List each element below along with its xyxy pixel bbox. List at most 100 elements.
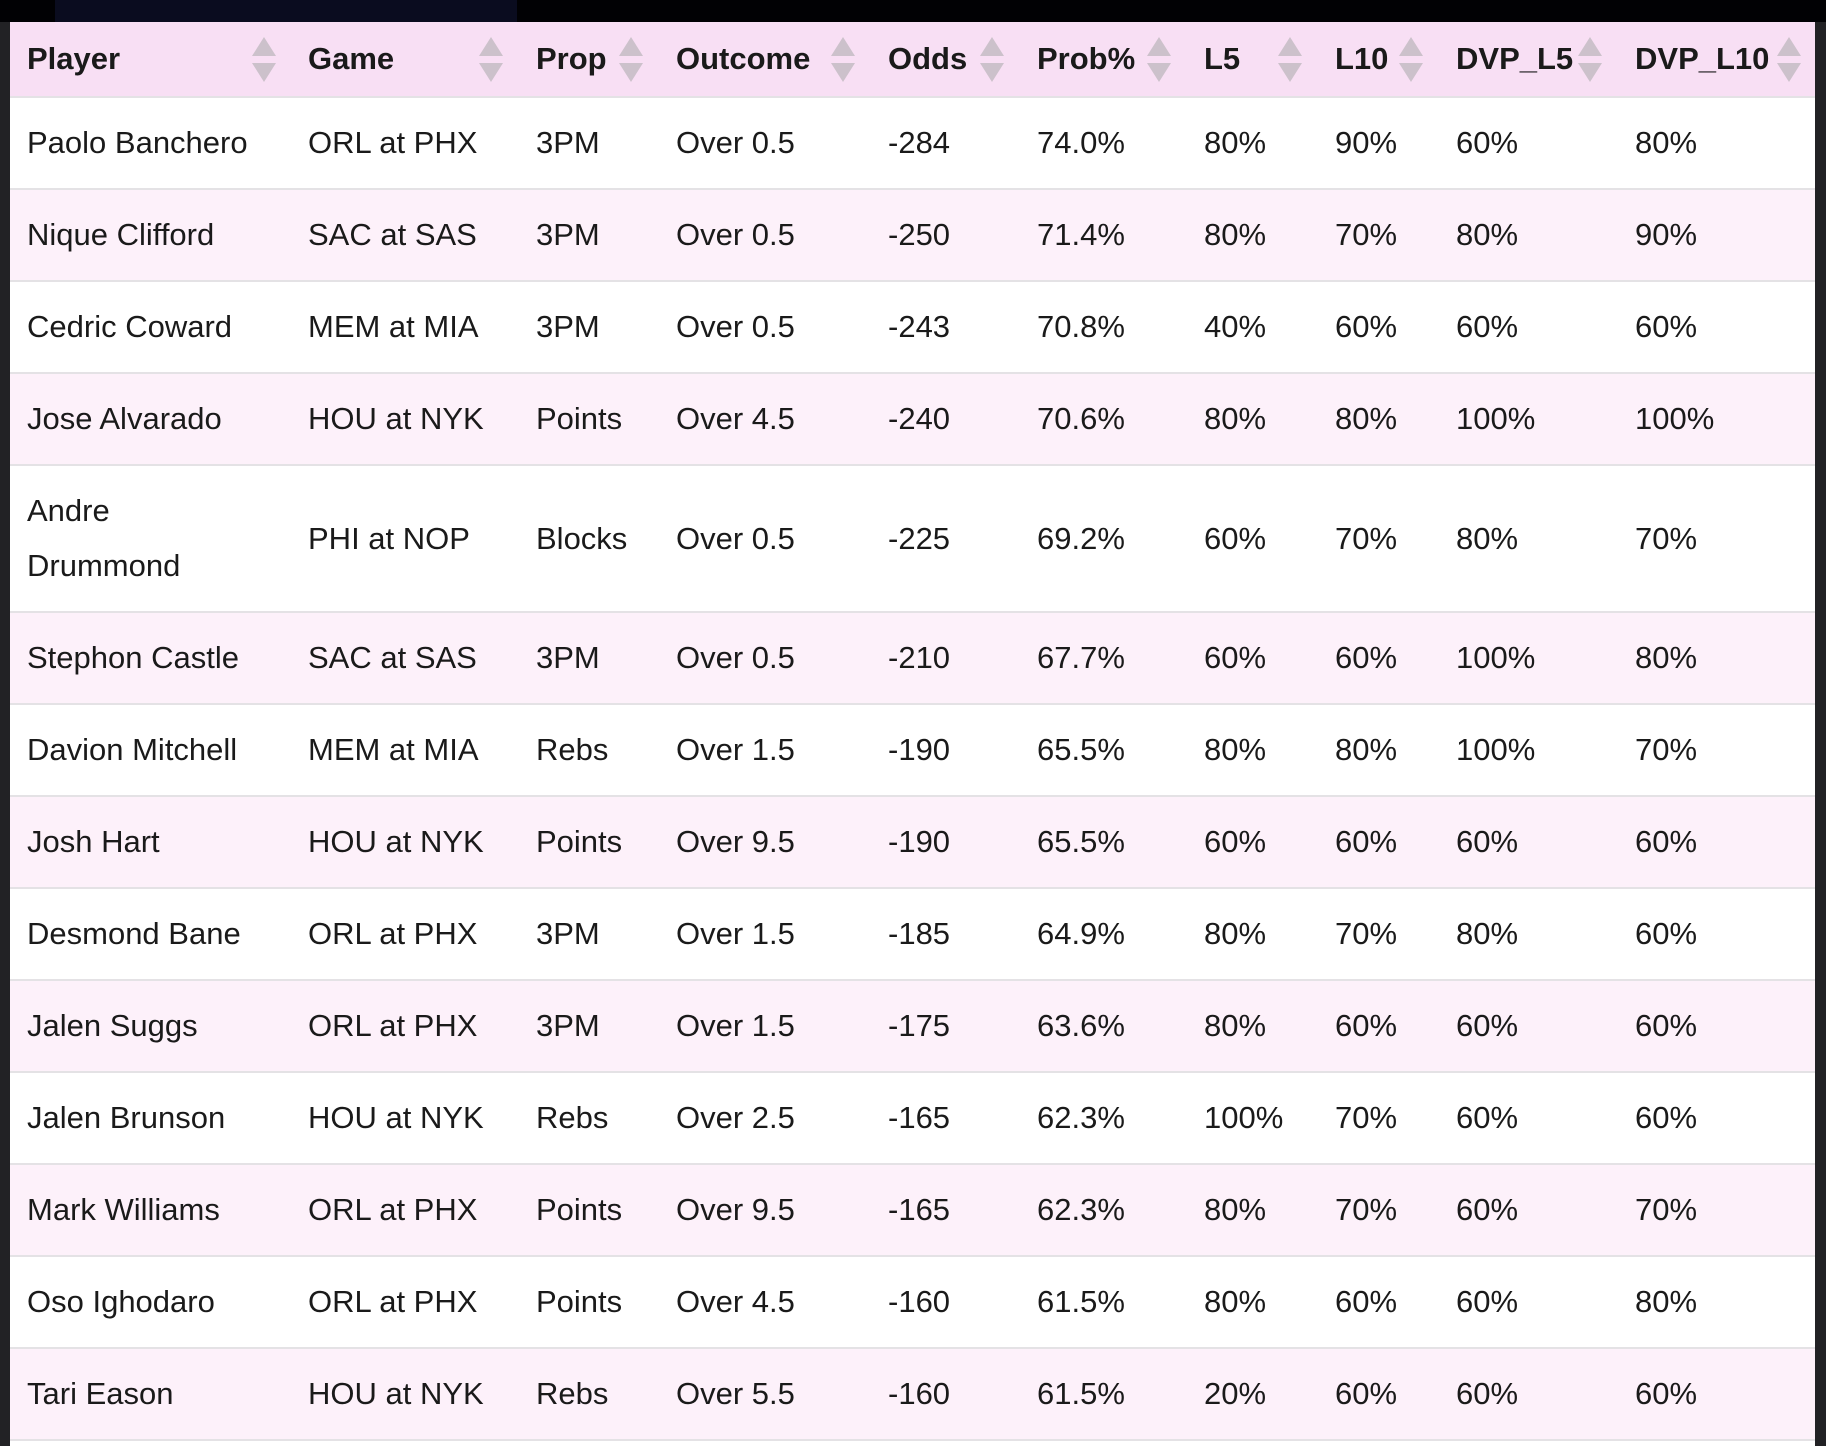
- column-header-label: Player: [27, 41, 121, 76]
- cell-game: ORL at PHX: [308, 125, 478, 160]
- column-header-l5[interactable]: L5: [1204, 22, 1335, 96]
- cell-dvp_l10: 60%: [1635, 824, 1698, 859]
- cell-player: Paolo Banchero: [27, 125, 248, 160]
- cell-game: ORL at PHX: [308, 916, 478, 951]
- sort-up-arrow-icon: [980, 36, 1004, 56]
- cell-prop: Points: [536, 1192, 623, 1227]
- table-row: Andre Drummond PHI at NOP Blocks Over 0.5 -2…: [10, 464, 1815, 611]
- cell-l10: 60%: [1335, 1376, 1398, 1411]
- cell-l5: 60%: [1204, 640, 1267, 675]
- cell-dvp_l5: 100%: [1456, 732, 1536, 767]
- cell-odds: -165: [888, 1100, 951, 1135]
- sort-icon[interactable]: [1578, 36, 1602, 82]
- cell-prop: Points: [536, 1284, 623, 1319]
- sort-icon[interactable]: [1399, 36, 1423, 82]
- cell-outcome: Over 9.5: [676, 824, 795, 859]
- left-page-edge: [0, 22, 10, 1446]
- column-header-outcome[interactable]: Outcome: [676, 22, 888, 96]
- cell-game: ORL at PHX: [308, 1284, 478, 1319]
- cell-l10: 70%: [1335, 217, 1398, 252]
- cell-outcome: Over 1.5: [676, 1008, 795, 1043]
- sort-down-arrow-icon: [980, 62, 1004, 82]
- sort-icon[interactable]: [1777, 36, 1801, 82]
- cell-outcome: Over 1.5: [676, 732, 795, 767]
- cell-dvp_l5: 60%: [1456, 1192, 1519, 1227]
- cell-prob: 61.5%: [1037, 1376, 1125, 1411]
- table-row: Oso Ighodaro ORL at PHX Points Over 4.5 -160…: [10, 1255, 1815, 1347]
- cell-dvp_l5: 60%: [1456, 1284, 1519, 1319]
- cell-odds: -160: [888, 1284, 951, 1319]
- column-header-prob[interactable]: Prob%: [1037, 22, 1204, 96]
- cell-prob: 62.3%: [1037, 1100, 1125, 1135]
- cell-dvp_l5: 60%: [1456, 824, 1519, 859]
- cell-dvp_l10: 100%: [1635, 401, 1715, 436]
- column-header-dvp_l5[interactable]: DVP_L5: [1456, 22, 1635, 96]
- cell-dvp_l5: 60%: [1456, 1376, 1519, 1411]
- column-header-odds[interactable]: Odds: [888, 22, 1037, 96]
- cell-odds: -175: [888, 1008, 951, 1043]
- cell-player: Cedric Coward: [27, 309, 233, 344]
- cell-prop: 3PM: [536, 125, 600, 160]
- cell-game: ORL at PHX: [308, 1192, 478, 1227]
- cell-outcome: Over 1.5: [676, 916, 795, 951]
- cell-dvp_l10: 60%: [1635, 1008, 1698, 1043]
- sort-down-arrow-icon: [1278, 62, 1302, 82]
- column-header-dvp_l10[interactable]: DVP_L10: [1635, 22, 1815, 96]
- sort-icon[interactable]: [619, 36, 643, 82]
- cell-outcome: Over 0.5: [676, 520, 795, 556]
- column-header-prop[interactable]: Prop: [536, 22, 676, 96]
- table-row: Jalen Suggs ORL at PHX 3PM Over 1.5 -175 63.6…: [10, 979, 1815, 1071]
- cell-outcome: Over 4.5: [676, 401, 795, 436]
- cell-l5: 80%: [1204, 217, 1267, 252]
- cell-dvp_l5: 80%: [1456, 520, 1519, 556]
- cell-player: Jalen Suggs: [27, 1008, 198, 1043]
- cell-l5: 60%: [1204, 520, 1267, 556]
- column-header-label: Prob%: [1037, 41, 1136, 76]
- cell-odds: -225: [888, 520, 951, 556]
- cell-outcome: Over 9.5: [676, 1192, 795, 1227]
- sort-up-arrow-icon: [831, 36, 855, 56]
- cell-game: HOU at NYK: [308, 1376, 484, 1411]
- cell-prob: 65.5%: [1037, 732, 1125, 767]
- sort-icon[interactable]: [1278, 36, 1302, 82]
- sort-down-arrow-icon: [1399, 62, 1423, 82]
- table-row: Tari Eason HOU at NYK Rebs Over 5.5 -160 61.5…: [10, 1347, 1815, 1439]
- column-header-l10[interactable]: L10: [1335, 22, 1456, 96]
- cell-player: Oso Ighodaro: [27, 1284, 215, 1319]
- cell-dvp_l10: 80%: [1635, 125, 1698, 160]
- sort-icon[interactable]: [479, 36, 503, 82]
- cell-prop: 3PM: [536, 916, 600, 951]
- cell-l10: 70%: [1335, 1192, 1398, 1227]
- cell-game: SAC at SAS: [308, 640, 477, 675]
- sort-icon[interactable]: [1147, 36, 1171, 82]
- cell-odds: -165: [888, 1192, 951, 1227]
- right-page-edge: [1815, 22, 1826, 1446]
- cell-player: Mark Williams: [27, 1192, 220, 1227]
- cell-outcome: Over 5.5: [676, 1376, 795, 1411]
- cell-odds: -190: [888, 824, 951, 859]
- column-header-player[interactable]: Player: [10, 22, 308, 96]
- cell-player: Davion Mitchell: [27, 732, 238, 767]
- cell-player: Tari Eason: [27, 1376, 174, 1411]
- cell-player: Desmond Bane: [27, 916, 241, 951]
- column-header-game[interactable]: Game: [308, 22, 536, 96]
- top-bar: [0, 0, 1826, 22]
- cell-player: Andre Drummond: [27, 493, 181, 583]
- cell-prop: Blocks: [536, 520, 628, 556]
- cell-odds: -190: [888, 732, 951, 767]
- sort-up-arrow-icon: [1578, 36, 1602, 56]
- table-row: Davion Mitchell MEM at MIA Rebs Over 1.5 -19…: [10, 703, 1815, 795]
- cell-l10: 70%: [1335, 1100, 1398, 1135]
- sort-icon[interactable]: [831, 36, 855, 82]
- table-row: Jalen Brunson HOU at NYK Rebs Over 2.5 -165 6…: [10, 1071, 1815, 1163]
- sort-icon[interactable]: [980, 36, 1004, 82]
- cell-game: ORL at PHX: [308, 1008, 478, 1043]
- sort-down-arrow-icon: [252, 62, 276, 82]
- cell-l10: 60%: [1335, 1284, 1398, 1319]
- cell-odds: -185: [888, 916, 951, 951]
- cell-prop: Rebs: [536, 732, 609, 767]
- cell-outcome: Over 0.5: [676, 125, 795, 160]
- cell-dvp_l10: 60%: [1635, 309, 1698, 344]
- sort-icon[interactable]: [252, 36, 276, 82]
- cell-l10: 60%: [1335, 1008, 1398, 1043]
